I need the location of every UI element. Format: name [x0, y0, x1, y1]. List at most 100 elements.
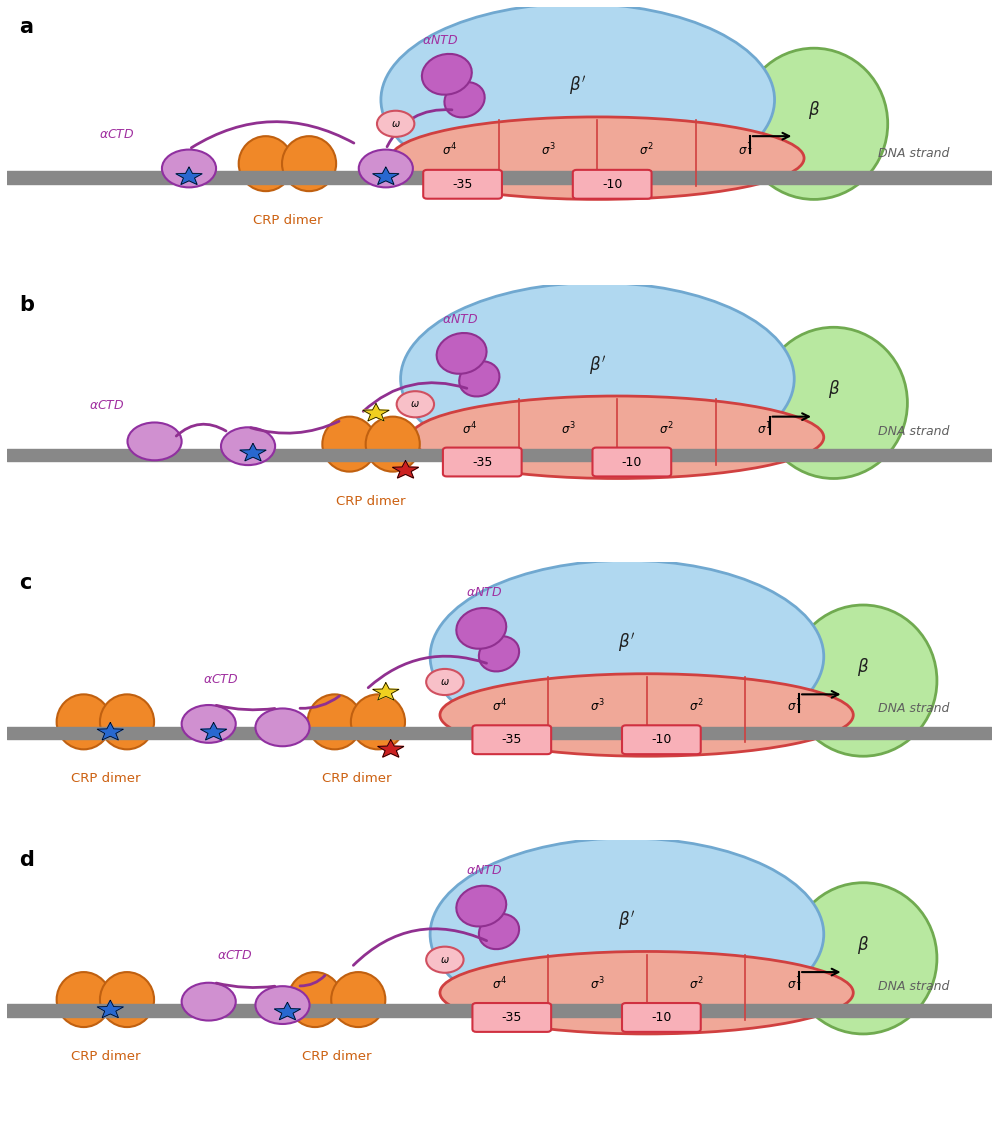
Ellipse shape: [410, 396, 823, 478]
Text: $\alpha$CTD: $\alpha$CTD: [90, 399, 125, 412]
Text: $\alpha$CTD: $\alpha$CTD: [99, 128, 135, 140]
Ellipse shape: [331, 972, 385, 1027]
Text: CRP dimer: CRP dimer: [71, 772, 140, 785]
Ellipse shape: [255, 986, 309, 1024]
Text: -10: -10: [602, 177, 623, 191]
Text: $\sigma^4$: $\sigma^4$: [492, 976, 506, 993]
Text: $\beta'$: $\beta'$: [619, 909, 636, 932]
Text: $\alpha$NTD: $\alpha$NTD: [422, 34, 458, 47]
Polygon shape: [363, 404, 389, 421]
Ellipse shape: [741, 48, 888, 200]
FancyBboxPatch shape: [593, 448, 672, 477]
Text: DNA strand: DNA strand: [878, 980, 949, 993]
FancyBboxPatch shape: [472, 1003, 551, 1032]
Ellipse shape: [426, 947, 464, 973]
Ellipse shape: [391, 117, 804, 200]
Ellipse shape: [221, 427, 275, 466]
Text: $\alpha$NTD: $\alpha$NTD: [466, 864, 502, 876]
FancyBboxPatch shape: [423, 169, 502, 199]
Ellipse shape: [239, 136, 292, 191]
Ellipse shape: [182, 983, 236, 1021]
Polygon shape: [392, 461, 418, 478]
Text: $\omega$: $\omega$: [391, 119, 400, 129]
Text: $\sigma^1$: $\sigma^1$: [787, 698, 801, 715]
Ellipse shape: [307, 695, 361, 749]
Text: $\sigma^3$: $\sigma^3$: [541, 141, 556, 158]
Polygon shape: [97, 723, 124, 739]
Text: $\beta$: $\beta$: [807, 99, 820, 121]
Text: $\beta$: $\beta$: [827, 378, 839, 401]
Ellipse shape: [358, 149, 413, 187]
Text: -35: -35: [502, 734, 522, 746]
Polygon shape: [372, 682, 399, 700]
Text: CRP dimer: CRP dimer: [252, 213, 322, 227]
Text: CRP dimer: CRP dimer: [321, 772, 391, 785]
Ellipse shape: [377, 111, 414, 137]
Text: -10: -10: [651, 734, 672, 746]
Ellipse shape: [57, 972, 111, 1027]
Ellipse shape: [57, 695, 111, 749]
Ellipse shape: [430, 560, 823, 753]
Ellipse shape: [287, 972, 342, 1027]
Text: $\omega$: $\omega$: [410, 399, 420, 410]
Ellipse shape: [255, 708, 309, 746]
Ellipse shape: [430, 838, 823, 1030]
Ellipse shape: [182, 705, 236, 743]
Ellipse shape: [444, 82, 485, 118]
Ellipse shape: [396, 392, 434, 417]
Text: DNA strand: DNA strand: [878, 424, 949, 438]
Text: $\beta'$: $\beta'$: [569, 74, 586, 98]
Text: $\alpha$NTD: $\alpha$NTD: [466, 586, 502, 599]
Ellipse shape: [322, 416, 376, 471]
Text: DNA strand: DNA strand: [878, 702, 949, 716]
Text: $\beta'$: $\beta'$: [619, 632, 636, 654]
Ellipse shape: [456, 608, 506, 649]
Polygon shape: [176, 167, 203, 184]
Ellipse shape: [100, 972, 154, 1027]
Text: CRP dimer: CRP dimer: [336, 495, 406, 507]
Ellipse shape: [426, 669, 464, 695]
Ellipse shape: [789, 883, 937, 1034]
Text: $\sigma^2$: $\sigma^2$: [689, 698, 703, 715]
Text: $\omega$: $\omega$: [440, 677, 450, 687]
Text: $\sigma^3$: $\sigma^3$: [590, 698, 605, 715]
Text: -35: -35: [502, 1011, 522, 1024]
Text: $\sigma^3$: $\sigma^3$: [590, 976, 605, 993]
Ellipse shape: [282, 136, 336, 191]
Text: $\alpha$CTD: $\alpha$CTD: [203, 673, 239, 686]
Ellipse shape: [422, 54, 472, 94]
Text: $\beta'$: $\beta'$: [589, 353, 606, 377]
Text: $\sigma^3$: $\sigma^3$: [561, 421, 575, 436]
Ellipse shape: [456, 885, 506, 927]
Text: $\sigma^1$: $\sigma^1$: [738, 141, 752, 158]
Text: $\sigma^4$: $\sigma^4$: [492, 698, 506, 715]
Text: $\omega$: $\omega$: [440, 955, 450, 965]
Polygon shape: [201, 723, 227, 739]
Text: b: b: [19, 295, 34, 315]
Ellipse shape: [789, 605, 937, 756]
Text: $\sigma^2$: $\sigma^2$: [659, 421, 674, 436]
Text: -10: -10: [622, 456, 642, 469]
Text: CRP dimer: CRP dimer: [71, 1050, 140, 1064]
Text: DNA strand: DNA strand: [878, 147, 949, 159]
Ellipse shape: [759, 328, 907, 478]
FancyBboxPatch shape: [573, 169, 652, 199]
Text: $\beta$: $\beta$: [857, 656, 869, 678]
FancyBboxPatch shape: [443, 448, 522, 477]
Ellipse shape: [479, 914, 519, 949]
Text: $\sigma^1$: $\sigma^1$: [757, 421, 772, 436]
Text: $\sigma^4$: $\sigma^4$: [442, 141, 457, 158]
Polygon shape: [377, 739, 404, 757]
Polygon shape: [274, 1002, 300, 1020]
Text: CRP dimer: CRP dimer: [301, 1050, 371, 1064]
Ellipse shape: [381, 3, 774, 196]
Polygon shape: [240, 443, 266, 461]
Ellipse shape: [437, 333, 487, 374]
FancyBboxPatch shape: [622, 1003, 701, 1032]
Text: -35: -35: [472, 456, 492, 469]
Ellipse shape: [128, 423, 182, 460]
Ellipse shape: [162, 149, 217, 187]
Ellipse shape: [351, 695, 405, 749]
Polygon shape: [97, 1001, 124, 1018]
Ellipse shape: [440, 951, 853, 1034]
